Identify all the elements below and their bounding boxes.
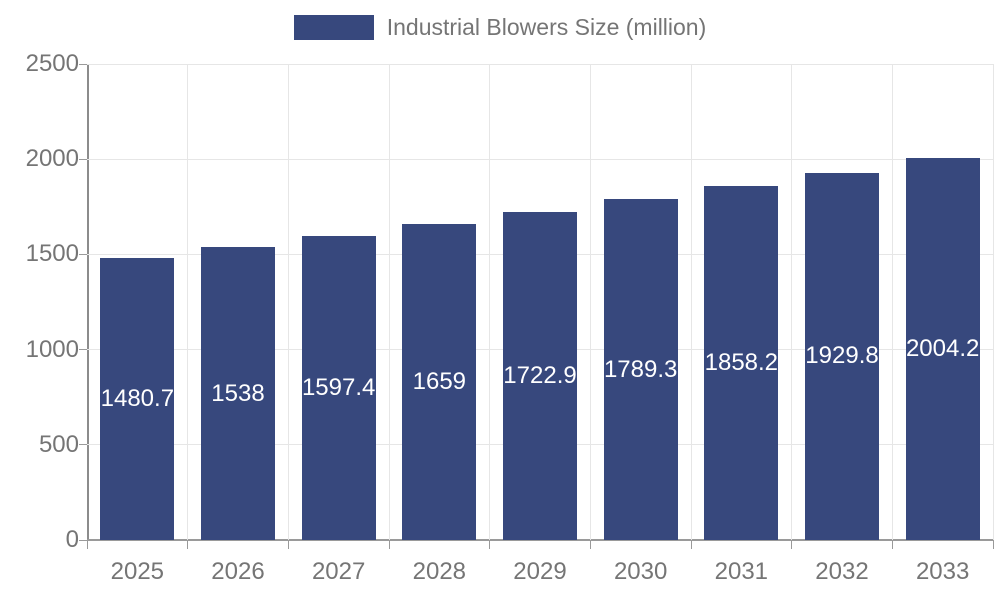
bar[interactable]: [201, 247, 275, 540]
x-axis-tick-label: 2030: [613, 558, 668, 585]
x-gridline: [891, 64, 893, 540]
x-tick: [187, 540, 189, 549]
y-gridline: [87, 158, 993, 160]
x-gridline: [287, 64, 289, 540]
x-axis-tick-label: 2033: [915, 558, 970, 585]
x-tick: [388, 540, 390, 549]
x-tick: [690, 540, 692, 549]
bar[interactable]: [905, 158, 980, 540]
x-tick: [589, 540, 591, 549]
bar[interactable]: [603, 199, 678, 540]
x-gridline: [791, 64, 793, 540]
x-tick: [287, 540, 289, 549]
x-tick: [992, 540, 994, 549]
x-gridline: [589, 64, 591, 540]
x-axis-line: [87, 539, 993, 541]
x-gridline: [187, 64, 189, 540]
bar[interactable]: [301, 235, 376, 540]
x-tick: [891, 540, 893, 549]
plot-area: 0 500 1000 1500 2000 2500 1480.7 2025 1538 2026 15…: [26, 52, 994, 585]
x-axis-tick-label: 2029: [513, 558, 567, 585]
x-tick: [86, 540, 88, 549]
y-tick: [79, 349, 87, 351]
y-axis-tick-label: 1500: [25, 240, 79, 268]
x-gridline: [690, 64, 692, 540]
y-gridline: [87, 63, 993, 65]
y-axis-tick-label: 0: [65, 526, 79, 553]
bar[interactable]: [503, 211, 577, 540]
y-tick: [79, 444, 87, 446]
y-tick: [79, 158, 87, 160]
x-axis-tick-label: 2028: [412, 558, 467, 585]
y-axis-tick-label: 2500: [25, 50, 79, 77]
x-axis-tick-label: 2026: [211, 558, 265, 585]
y-tick: [79, 253, 87, 255]
legend-label: Industrial Blowers Size (million): [386, 14, 707, 40]
x-tick: [791, 540, 793, 549]
x-axis-tick-label: 2027: [311, 558, 366, 585]
chart-legend[interactable]: Industrial Blowers Size (million): [0, 14, 1000, 41]
bar[interactable]: [704, 186, 779, 540]
x-gridline: [489, 64, 491, 540]
x-gridline: [388, 64, 390, 540]
x-axis-tick-label: 2031: [714, 558, 769, 585]
y-tick: [79, 539, 87, 541]
bar[interactable]: [402, 224, 477, 540]
bar[interactable]: [805, 172, 879, 540]
y-axis-tick-label: 2000: [25, 145, 79, 173]
y-axis-tick-label: 1000: [25, 335, 79, 363]
legend-swatch: [293, 15, 374, 40]
y-tick: [79, 63, 87, 65]
x-tick: [489, 540, 491, 549]
bar[interactable]: [100, 258, 175, 540]
x-axis-tick-label: 2025: [110, 558, 165, 585]
x-gridline: [992, 64, 994, 540]
x-axis-tick-label: 2032: [815, 558, 869, 585]
y-axis-tick-label: 500: [38, 430, 79, 458]
y-axis-line: [87, 64, 89, 540]
